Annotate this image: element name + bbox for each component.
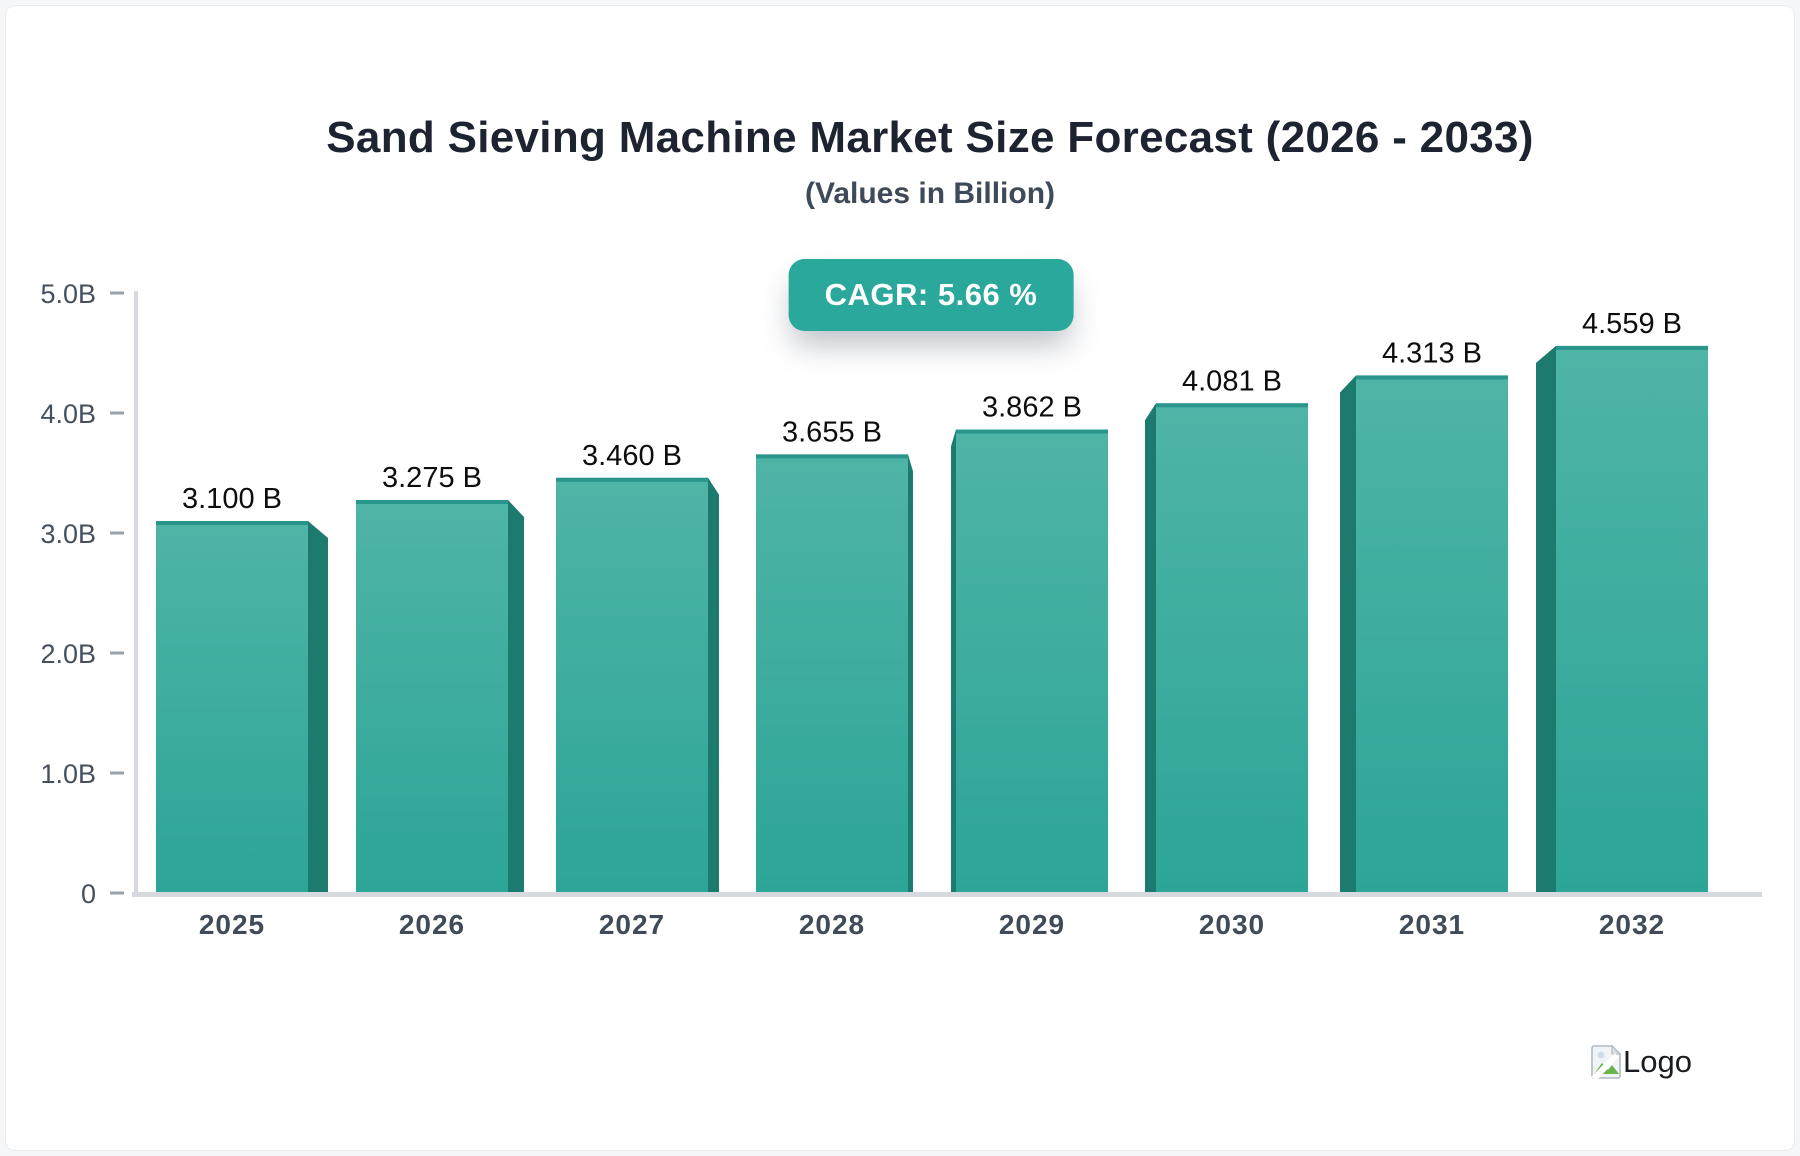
bar-value-label: 3.862 B [982, 392, 1082, 424]
bar-value-label: 3.460 B [582, 440, 682, 472]
bar-top-edge-2031 [1356, 375, 1508, 380]
chart-title: Sand Sieving Machine Market Size Forecas… [326, 113, 1534, 162]
bar-2026 [356, 500, 508, 893]
x-axis-label: 2026 [399, 909, 465, 940]
x-axis-label: 2028 [799, 909, 865, 940]
y-axis-label: 2.0B [40, 639, 96, 669]
bar-2030 [1156, 403, 1308, 893]
bar-top-edge-2026 [356, 500, 508, 504]
chart-card: Sand Sieving Machine Market Size Forecas… [5, 5, 1795, 1151]
bar-side-2028 [908, 454, 913, 893]
bar-side-2025 [308, 521, 328, 893]
y-axis-label: 0 [81, 879, 96, 909]
bar-2028 [756, 454, 908, 893]
y-axis-label: 5.0B [40, 279, 96, 309]
bar-top-edge-2028 [756, 454, 908, 459]
bar-2027 [556, 477, 708, 893]
chart-subtitle: (Values in Billion) [804, 177, 1056, 210]
y-axis-label: 1.0B [40, 759, 96, 789]
x-axis-label: 2032 [1599, 909, 1665, 940]
bar-side-2029 [951, 429, 956, 893]
y-tick-dash [110, 291, 124, 295]
bar-side-2031 [1340, 375, 1356, 893]
bar-value-label: 4.081 B [1182, 365, 1282, 397]
bar-value-label: 3.275 B [382, 462, 482, 494]
x-axis-label: 2029 [999, 909, 1065, 940]
bar-side-2030 [1145, 403, 1156, 893]
bar-2031 [1356, 375, 1508, 893]
bar-value-label: 3.100 B [182, 483, 282, 515]
x-axis-label: 2030 [1199, 909, 1265, 940]
logo: Logo [1589, 1042, 1692, 1082]
y-axis-line [134, 291, 138, 897]
bar-chart: 5.0B 4.0B 3.0B 2.0B 1.0B 0 3.100 B 2025 3.275 B 2… [40, 279, 1762, 940]
logo-text: Logo [1623, 1044, 1692, 1079]
bar-value-label: 3.655 B [782, 416, 882, 448]
bar-2025 [156, 521, 308, 893]
y-tick-dash [110, 531, 124, 535]
x-axis-label: 2025 [199, 909, 265, 940]
y-tick-dash [110, 771, 124, 775]
bar-top-edge-2032 [1556, 345, 1708, 350]
x-axis-label: 2031 [1399, 909, 1465, 940]
broken-image-icon [1591, 1044, 1622, 1080]
bar-value-label: 4.313 B [1382, 337, 1482, 369]
y-axis-label: 4.0B [40, 399, 96, 429]
bar-2032 [1556, 345, 1708, 893]
bar-top-edge-2030 [1156, 403, 1308, 408]
x-axis-label: 2027 [599, 909, 665, 940]
y-tick-dash [110, 891, 124, 895]
bar-top-edge-2027 [556, 477, 708, 482]
y-tick-dash [110, 651, 124, 655]
y-axis-label: 3.0B [40, 519, 96, 549]
bar-2029 [956, 429, 1108, 893]
y-tick-dash [110, 411, 124, 415]
cagr-badge: CAGR: 5.66 % [788, 259, 1074, 331]
bar-side-2027 [708, 477, 719, 893]
bar-top-edge-2029 [956, 429, 1108, 434]
bar-value-label: 4.559 B [1582, 308, 1682, 340]
bar-top-edge-2025 [156, 521, 308, 525]
bar-side-2032 [1536, 345, 1556, 893]
bar-side-2026 [508, 500, 524, 893]
x-axis-line [132, 892, 1762, 897]
